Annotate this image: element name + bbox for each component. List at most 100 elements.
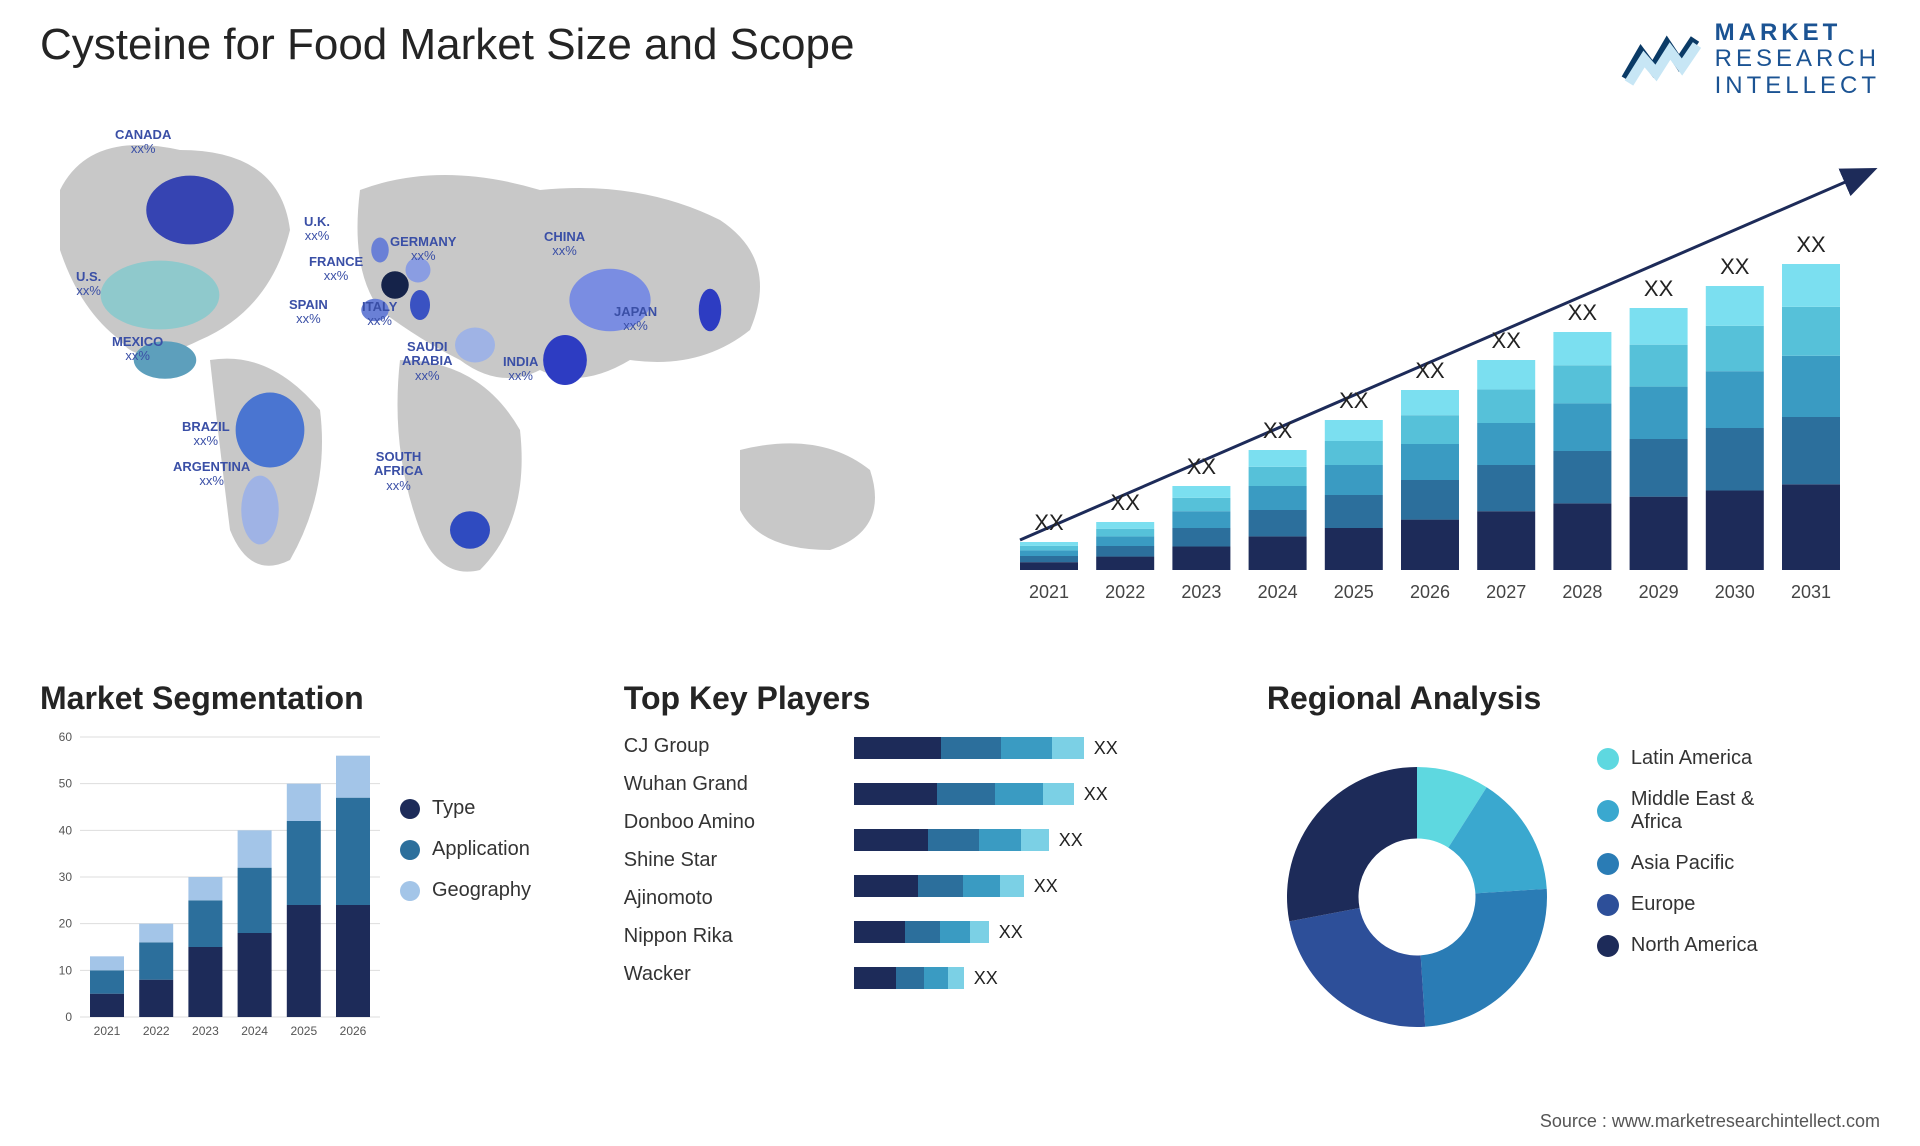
- svg-text:2027: 2027: [1486, 582, 1526, 602]
- market-size-bar-chart: 2021XX2022XX2023XX2024XX2025XX2026XX2027…: [980, 140, 1880, 630]
- svg-text:2029: 2029: [1639, 582, 1679, 602]
- logo-line1: MARKET: [1715, 20, 1880, 46]
- regional-legend-item: Europe: [1597, 893, 1758, 916]
- world-map-block: CANADAxx% U.S.xx% MEXICOxx% BRAZILxx% ARGENT…: [20, 110, 920, 630]
- svg-text:2024: 2024: [1258, 582, 1298, 602]
- map-country-label: BRAZILxx%: [182, 420, 230, 449]
- legend-dot-icon: [400, 881, 420, 901]
- svg-text:XX: XX: [1339, 388, 1369, 413]
- svg-text:2025: 2025: [1334, 582, 1374, 602]
- svg-text:XX: XX: [1034, 510, 1064, 535]
- svg-text:XX: XX: [1720, 254, 1750, 279]
- player-bar-row: XX: [854, 820, 1234, 860]
- svg-text:XX: XX: [1187, 454, 1217, 479]
- legend-dot-icon: [1597, 935, 1619, 957]
- map-country-label: MEXICOxx%: [112, 335, 163, 364]
- key-players-block: Top Key Players CJ GroupWuhan GrandDonbo…: [624, 680, 1237, 1080]
- svg-text:XX: XX: [1263, 418, 1293, 443]
- logo-icon: [1621, 31, 1701, 89]
- regional-donut-chart: [1267, 747, 1567, 1047]
- map-country-label: INDIAxx%: [503, 355, 538, 384]
- player-bar: [854, 921, 989, 943]
- player-bar: [854, 829, 1049, 851]
- player-value-label: XX: [974, 968, 998, 989]
- svg-text:XX: XX: [1111, 490, 1141, 515]
- svg-text:2021: 2021: [94, 1024, 121, 1038]
- svg-text:60: 60: [59, 730, 73, 744]
- map-country-label: U.S.xx%: [76, 270, 101, 299]
- segmentation-legend-item: Application: [400, 838, 531, 861]
- svg-text:2031: 2031: [1791, 582, 1831, 602]
- player-bar: [854, 737, 1084, 759]
- legend-dot-icon: [400, 799, 420, 819]
- legend-dot-icon: [400, 840, 420, 860]
- legend-label: Geography: [432, 879, 531, 902]
- map-country-label: FRANCExx%: [309, 255, 363, 284]
- regional-title: Regional Analysis: [1267, 680, 1880, 717]
- player-bar-row: XX: [854, 728, 1234, 768]
- segmentation-legend: Type Application Geography: [400, 797, 531, 920]
- svg-text:2030: 2030: [1715, 582, 1755, 602]
- segmentation-legend-item: Type: [400, 797, 531, 820]
- player-value-label: XX: [1084, 784, 1108, 805]
- regional-legend-item: Asia Pacific: [1597, 852, 1758, 875]
- svg-text:20: 20: [59, 917, 73, 931]
- legend-dot-icon: [1597, 894, 1619, 916]
- map-country-label: CANADAxx%: [115, 128, 171, 157]
- svg-text:2028: 2028: [1562, 582, 1602, 602]
- svg-text:2021: 2021: [1029, 582, 1069, 602]
- legend-label: Asia Pacific: [1631, 852, 1734, 875]
- svg-text:2026: 2026: [340, 1024, 367, 1038]
- map-country-label: U.K.xx%: [304, 215, 330, 244]
- source-attribution: Source : www.marketresearchintellect.com: [1540, 1111, 1880, 1132]
- key-players-title: Top Key Players: [624, 680, 1237, 717]
- segmentation-block: Market Segmentation 0 10 20 30 40 50 60 2021 202…: [40, 680, 594, 1080]
- map-country-label: JAPANxx%: [614, 305, 657, 334]
- map-country-label: ITALYxx%: [362, 300, 397, 329]
- map-country-label: SAUDIARABIAxx%: [402, 340, 453, 383]
- legend-label: Europe: [1631, 893, 1696, 916]
- svg-text:30: 30: [59, 870, 73, 884]
- svg-text:2022: 2022: [1105, 582, 1145, 602]
- world-map-svg: [20, 110, 920, 630]
- regional-legend-item: North America: [1597, 934, 1758, 957]
- svg-text:40: 40: [59, 823, 73, 837]
- svg-text:10: 10: [59, 963, 73, 977]
- legend-dot-icon: [1597, 748, 1619, 770]
- regional-legend-item: Latin America: [1597, 747, 1758, 770]
- player-value-label: XX: [1034, 876, 1058, 897]
- brand-logo: MARKET RESEARCH INTELLECT: [1621, 20, 1880, 99]
- logo-line3: INTELLECT: [1715, 73, 1880, 99]
- segmentation-legend-item: Geography: [400, 879, 531, 902]
- svg-text:2024: 2024: [241, 1024, 268, 1038]
- svg-text:0: 0: [65, 1010, 72, 1024]
- player-value-label: XX: [1094, 738, 1118, 759]
- page-title: Cysteine for Food Market Size and Scope: [40, 20, 854, 70]
- legend-dot-icon: [1597, 853, 1619, 875]
- segmentation-title: Market Segmentation: [40, 680, 594, 717]
- player-value-label: XX: [1059, 830, 1083, 851]
- player-value-label: XX: [999, 922, 1023, 943]
- svg-text:2023: 2023: [1181, 582, 1221, 602]
- player-bar-row: XX: [854, 912, 1234, 952]
- legend-label: Application: [432, 838, 530, 861]
- regional-legend: Latin America Middle East &Africa Asia Pac…: [1597, 747, 1758, 1047]
- map-country-label: SOUTHAFRICAxx%: [374, 450, 423, 493]
- map-country-label: SPAINxx%: [289, 298, 328, 327]
- legend-label: Middle East &Africa: [1631, 788, 1754, 834]
- player-bar-row: XX: [854, 958, 1234, 998]
- legend-label: Latin America: [1631, 747, 1752, 770]
- map-country-label: ARGENTINAxx%: [173, 460, 250, 489]
- map-country-label: GERMANYxx%: [390, 235, 456, 264]
- svg-text:XX: XX: [1492, 328, 1522, 353]
- legend-label: North America: [1631, 934, 1758, 957]
- svg-text:50: 50: [59, 777, 73, 791]
- svg-text:XX: XX: [1568, 300, 1598, 325]
- map-country-label: CHINAxx%: [544, 230, 585, 259]
- svg-text:2023: 2023: [192, 1024, 219, 1038]
- player-bar-row: XX: [854, 774, 1234, 814]
- key-players-bars: XX XX XX XX XX XX: [854, 728, 1234, 1004]
- svg-text:XX: XX: [1796, 232, 1826, 257]
- svg-text:XX: XX: [1415, 358, 1445, 383]
- svg-text:2022: 2022: [143, 1024, 170, 1038]
